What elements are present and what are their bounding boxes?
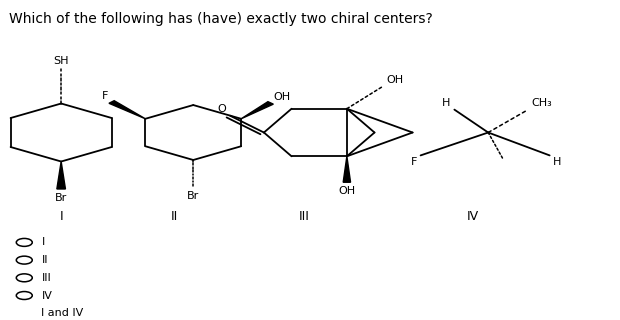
- Text: O: O: [218, 104, 226, 114]
- Text: OH: OH: [386, 75, 404, 84]
- Text: F: F: [102, 91, 108, 101]
- Polygon shape: [241, 102, 273, 119]
- Text: II: II: [171, 210, 179, 223]
- Text: II: II: [42, 255, 48, 265]
- Text: III: III: [298, 210, 309, 223]
- Text: I: I: [60, 210, 63, 223]
- Text: Br: Br: [187, 191, 200, 201]
- Text: I: I: [42, 237, 45, 247]
- Text: IV: IV: [42, 291, 52, 300]
- Polygon shape: [109, 101, 145, 119]
- Text: Which of the following has (have) exactly two chiral centers?: Which of the following has (have) exactl…: [9, 12, 433, 26]
- Text: CH₃: CH₃: [531, 98, 552, 108]
- Text: III: III: [42, 273, 51, 283]
- Polygon shape: [57, 162, 66, 189]
- Text: F: F: [410, 157, 417, 167]
- Text: H: H: [553, 157, 562, 167]
- Polygon shape: [343, 156, 350, 182]
- Text: Br: Br: [55, 193, 68, 203]
- Text: IV: IV: [467, 210, 479, 223]
- Text: I and IV: I and IV: [42, 308, 84, 318]
- Text: OH: OH: [339, 186, 355, 196]
- Text: H: H: [441, 98, 450, 108]
- Text: SH: SH: [53, 56, 69, 66]
- Text: OH: OH: [273, 92, 290, 102]
